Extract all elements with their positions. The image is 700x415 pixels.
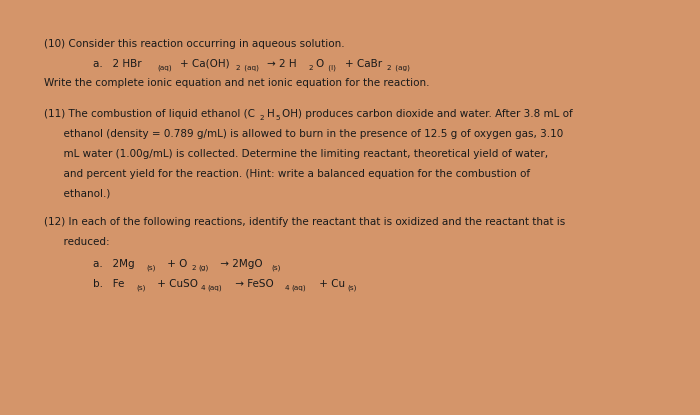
- Text: + CaBr: + CaBr: [345, 59, 382, 69]
- Text: 2: 2: [386, 64, 391, 71]
- Text: 2: 2: [191, 264, 196, 271]
- Text: O: O: [316, 59, 324, 69]
- Text: ethanol (density = 0.789 g/mL) is allowed to burn in the presence of 12.5 g of o: ethanol (density = 0.789 g/mL) is allowe…: [44, 129, 564, 139]
- Text: (aq): (aq): [158, 64, 172, 71]
- Text: + Ca(OH): + Ca(OH): [181, 59, 230, 69]
- Text: (l): (l): [326, 64, 335, 71]
- Text: 5: 5: [276, 115, 280, 120]
- Text: (s): (s): [136, 285, 146, 291]
- Text: 2: 2: [309, 64, 314, 71]
- Text: (aq): (aq): [242, 64, 259, 71]
- Text: (s): (s): [347, 285, 356, 291]
- Text: H: H: [267, 109, 274, 119]
- Text: OH) produces carbon dioxide and water. After 3.8 mL of: OH) produces carbon dioxide and water. A…: [282, 109, 573, 119]
- Text: (ag): (ag): [393, 64, 410, 71]
- Text: a.   2 HBr: a. 2 HBr: [93, 59, 142, 69]
- Text: 2: 2: [260, 115, 265, 120]
- Text: Write the complete ionic equation and net ionic equation for the reaction.: Write the complete ionic equation and ne…: [44, 78, 430, 88]
- Text: b.   Fe: b. Fe: [93, 279, 125, 289]
- Text: + Cu: + Cu: [316, 279, 345, 289]
- Text: (10) Consider this reaction occurring in aqueous solution.: (10) Consider this reaction occurring in…: [44, 39, 344, 49]
- Text: (11) The combustion of liquid ethanol (C: (11) The combustion of liquid ethanol (C: [44, 109, 255, 119]
- Text: 4: 4: [201, 285, 206, 290]
- Text: reduced:: reduced:: [44, 237, 110, 247]
- Text: + CuSO: + CuSO: [154, 279, 198, 289]
- Text: → 2MgO: → 2MgO: [217, 259, 262, 269]
- Text: (aq): (aq): [291, 285, 306, 291]
- Text: → 2 H: → 2 H: [267, 59, 296, 69]
- Text: 2: 2: [235, 64, 240, 71]
- Text: (12) In each of the following reactions, identify the reactant that is oxidized : (12) In each of the following reactions,…: [44, 217, 566, 227]
- Text: a.   2Mg: a. 2Mg: [93, 259, 135, 269]
- Text: (aq): (aq): [208, 285, 223, 291]
- Text: → FeSO: → FeSO: [232, 279, 274, 289]
- Text: mL water (1.00g/mL) is collected. Determine the limiting reactant, theoretical y: mL water (1.00g/mL) is collected. Determ…: [44, 149, 548, 159]
- Text: + O: + O: [164, 259, 187, 269]
- Text: 4: 4: [284, 285, 289, 290]
- Text: ethanol.): ethanol.): [44, 189, 111, 199]
- Text: and percent yield for the reaction. (Hint: write a balanced equation for the com: and percent yield for the reaction. (Hin…: [44, 169, 530, 179]
- Text: (g): (g): [198, 264, 209, 271]
- Text: (s): (s): [272, 264, 281, 271]
- Text: (s): (s): [146, 264, 155, 271]
